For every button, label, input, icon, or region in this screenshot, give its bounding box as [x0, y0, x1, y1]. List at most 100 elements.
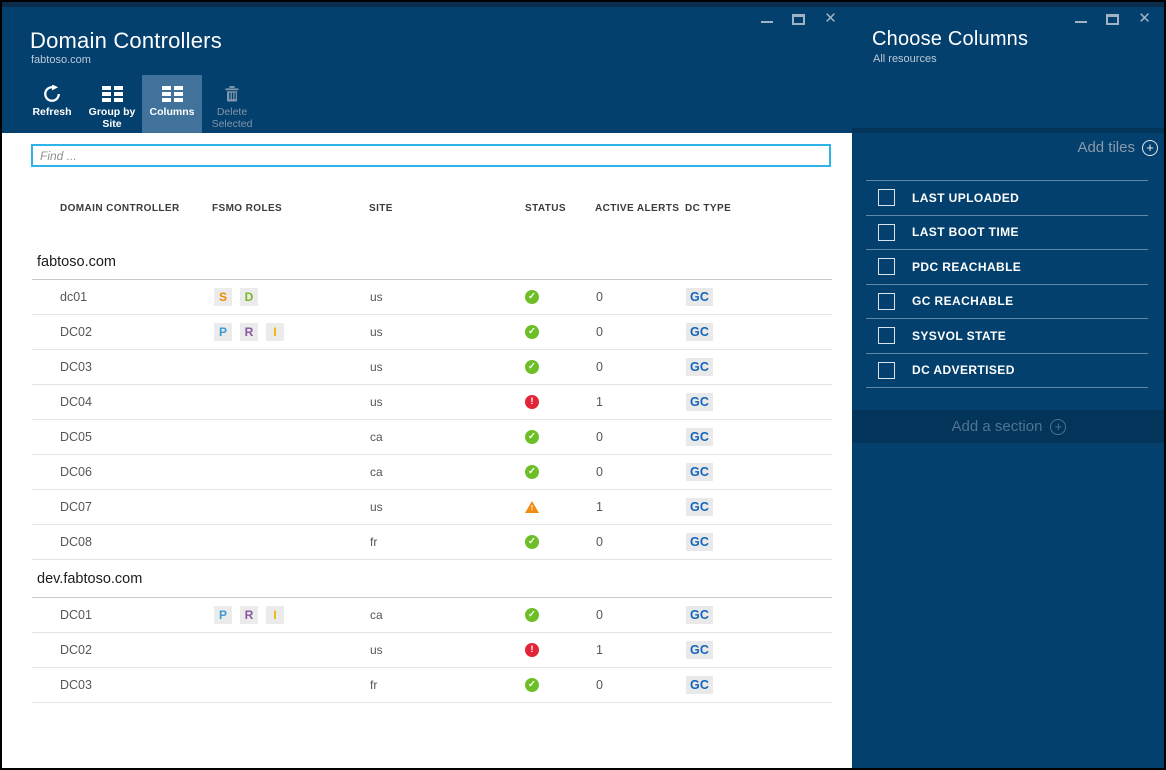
dc-type-cell: GC	[686, 641, 714, 659]
panel-title: Choose Columns	[872, 28, 1029, 50]
dc-type-cell: GC	[686, 288, 714, 306]
site-cell: us	[370, 325, 383, 339]
site-cell: ca	[370, 430, 383, 444]
column-option-gc-reachable[interactable]: GC REACHABLE	[866, 283, 1148, 319]
column-option-sysvol-state[interactable]: SYSVOL STATE	[866, 318, 1148, 353]
titlebar-strip	[2, 2, 852, 7]
status-cell: ✓	[524, 290, 540, 304]
column-options-list: LAST UPLOADED LAST BOOT TIME PDC REACHABLE…	[866, 180, 1148, 388]
gc-badge: GC	[686, 533, 714, 551]
checkbox-gc-reachable[interactable]	[878, 292, 895, 310]
toolbar-button-label: Delete Selected	[211, 106, 253, 130]
active-alerts-cell: 0	[596, 290, 603, 304]
active-alerts-cell: 0	[596, 325, 603, 339]
close-icon[interactable]: ✕	[1138, 9, 1151, 27]
choose-columns-panel: ✕ Choose Columns All resources Add tiles…	[852, 2, 1164, 768]
add-tiles-button[interactable]: Add tiles +	[1077, 139, 1158, 156]
domain-controllers-window: ✕ Domain Controllers fabtoso.com Refresh…	[2, 2, 852, 768]
ok-status-icon: ✓	[525, 325, 539, 339]
active-alerts-cell: 0	[596, 678, 603, 692]
site-cell: fr	[370, 535, 378, 549]
active-alerts-cell: 0	[596, 608, 603, 622]
add-tiles-label: Add tiles	[1077, 139, 1135, 156]
column-option-last-uploaded[interactable]: LAST UPLOADED	[866, 180, 1148, 215]
add-section-button[interactable]: Add a section +	[852, 410, 1164, 443]
column-option-pdc-reachable[interactable]: PDC REACHABLE	[866, 249, 1148, 284]
column-header-fsmo-roles: FSMO ROLES	[212, 203, 283, 214]
dc-type-cell: GC	[686, 498, 714, 516]
status-cell: ✓	[524, 325, 540, 339]
table-row-fabtoso-com-dc02[interactable]: DC02 P R I us ✓ 0 GC	[32, 315, 832, 350]
close-icon[interactable]: ✕	[824, 9, 837, 27]
column-header-dc-type: DC TYPE	[685, 203, 732, 214]
dc-name-cell: DC02	[60, 325, 92, 339]
status-cell: ✓	[524, 465, 540, 479]
gc-badge: GC	[686, 676, 714, 694]
checkbox-sysvol-state[interactable]	[878, 327, 895, 345]
checkbox-pdc-reachable[interactable]	[878, 258, 895, 276]
group-by-site-grid-icon	[101, 84, 123, 104]
table-row-fabtoso-com-dc03[interactable]: DC03 us ✓ 0 GC	[32, 350, 832, 385]
site-cell: us	[370, 290, 383, 304]
dc-type-cell: GC	[686, 676, 714, 694]
gc-badge: GC	[686, 358, 714, 376]
column-header-site: SITE	[369, 203, 393, 214]
panel-subtitle: All resources	[873, 53, 937, 65]
add-section-label: Add a section	[951, 418, 1043, 435]
dc-name-cell: dc01	[60, 290, 88, 304]
table-row-dev-fabtoso-com-dc03[interactable]: DC03 fr ✓ 0 GC	[32, 668, 832, 703]
ok-status-icon: ✓	[525, 678, 539, 692]
status-cell: ✓	[524, 678, 540, 692]
find-input[interactable]	[31, 144, 831, 167]
active-alerts-cell: 0	[596, 465, 603, 479]
toolbar-button-columns[interactable]: Columns	[142, 75, 202, 133]
dc-type-cell: GC	[686, 393, 714, 411]
toolbar-button-delete-selected[interactable]: Delete Selected	[202, 75, 262, 133]
active-alerts-cell: 0	[596, 535, 603, 549]
dc-type-cell: GC	[686, 463, 714, 481]
column-option-last-boot-time[interactable]: LAST BOOT TIME	[866, 214, 1148, 250]
gc-badge: GC	[686, 288, 714, 306]
minimize-icon[interactable]	[1073, 11, 1088, 26]
checkbox-last-boot-time[interactable]	[878, 223, 895, 241]
page-title: Domain Controllers	[30, 28, 222, 53]
table-row-fabtoso-com-dc07[interactable]: DC07 us! 1 GC	[32, 490, 832, 525]
fsmo-badge-r: R	[240, 323, 258, 341]
column-header-active-alerts: ACTIVE ALERTS	[595, 203, 680, 214]
table-row-dev-fabtoso-com-dc02[interactable]: DC02 us! 1 GC	[32, 633, 832, 668]
fsmo-badge-p: P	[214, 323, 232, 341]
toolbar-button-group-by-site[interactable]: Group by Site	[82, 75, 142, 133]
active-alerts-cell: 0	[596, 360, 603, 374]
checkbox-dc-advertised[interactable]	[878, 361, 895, 379]
column-option-dc-advertised[interactable]: DC ADVERTISED	[866, 352, 1148, 388]
site-cell: us	[370, 360, 383, 374]
status-cell: ✓	[524, 535, 540, 549]
gc-badge: GC	[686, 498, 714, 516]
gc-badge: GC	[686, 323, 714, 341]
ok-status-icon: ✓	[525, 360, 539, 374]
table-row-fabtoso-com-dc08[interactable]: DC08 fr ✓ 0 GC	[32, 525, 832, 560]
table-row-fabtoso-com-dc06[interactable]: DC06 ca ✓ 0 GC	[32, 455, 832, 490]
group-header-fabtoso-com: fabtoso.com	[32, 245, 832, 280]
column-option-label: GC REACHABLE	[912, 294, 1014, 309]
titlebar-strip	[852, 2, 1164, 7]
dc-type-cell: GC	[686, 533, 714, 551]
dc-name-cell: DC04	[60, 395, 92, 409]
group-header-dev-fabtoso-com: dev.fabtoso.com	[32, 560, 832, 598]
table-row-fabtoso-com-dc05[interactable]: DC05 ca ✓ 0 GC	[32, 420, 832, 455]
toolbar-button-refresh[interactable]: Refresh	[22, 75, 82, 133]
status-cell: ✓	[524, 608, 540, 622]
minimize-icon[interactable]	[759, 11, 774, 26]
ok-status-icon: ✓	[525, 535, 539, 549]
checkbox-last-uploaded[interactable]	[878, 189, 895, 207]
error-status-icon: !	[525, 643, 539, 657]
plus-circle-icon: +	[1142, 139, 1158, 156]
maximize-icon[interactable]	[1105, 11, 1120, 26]
table-row-fabtoso-com-dc04[interactable]: DC04 us! 1 GC	[32, 385, 832, 420]
maximize-icon[interactable]	[791, 11, 806, 26]
toolbar: Refresh Group by Site Columns Delete Select…	[22, 75, 262, 133]
